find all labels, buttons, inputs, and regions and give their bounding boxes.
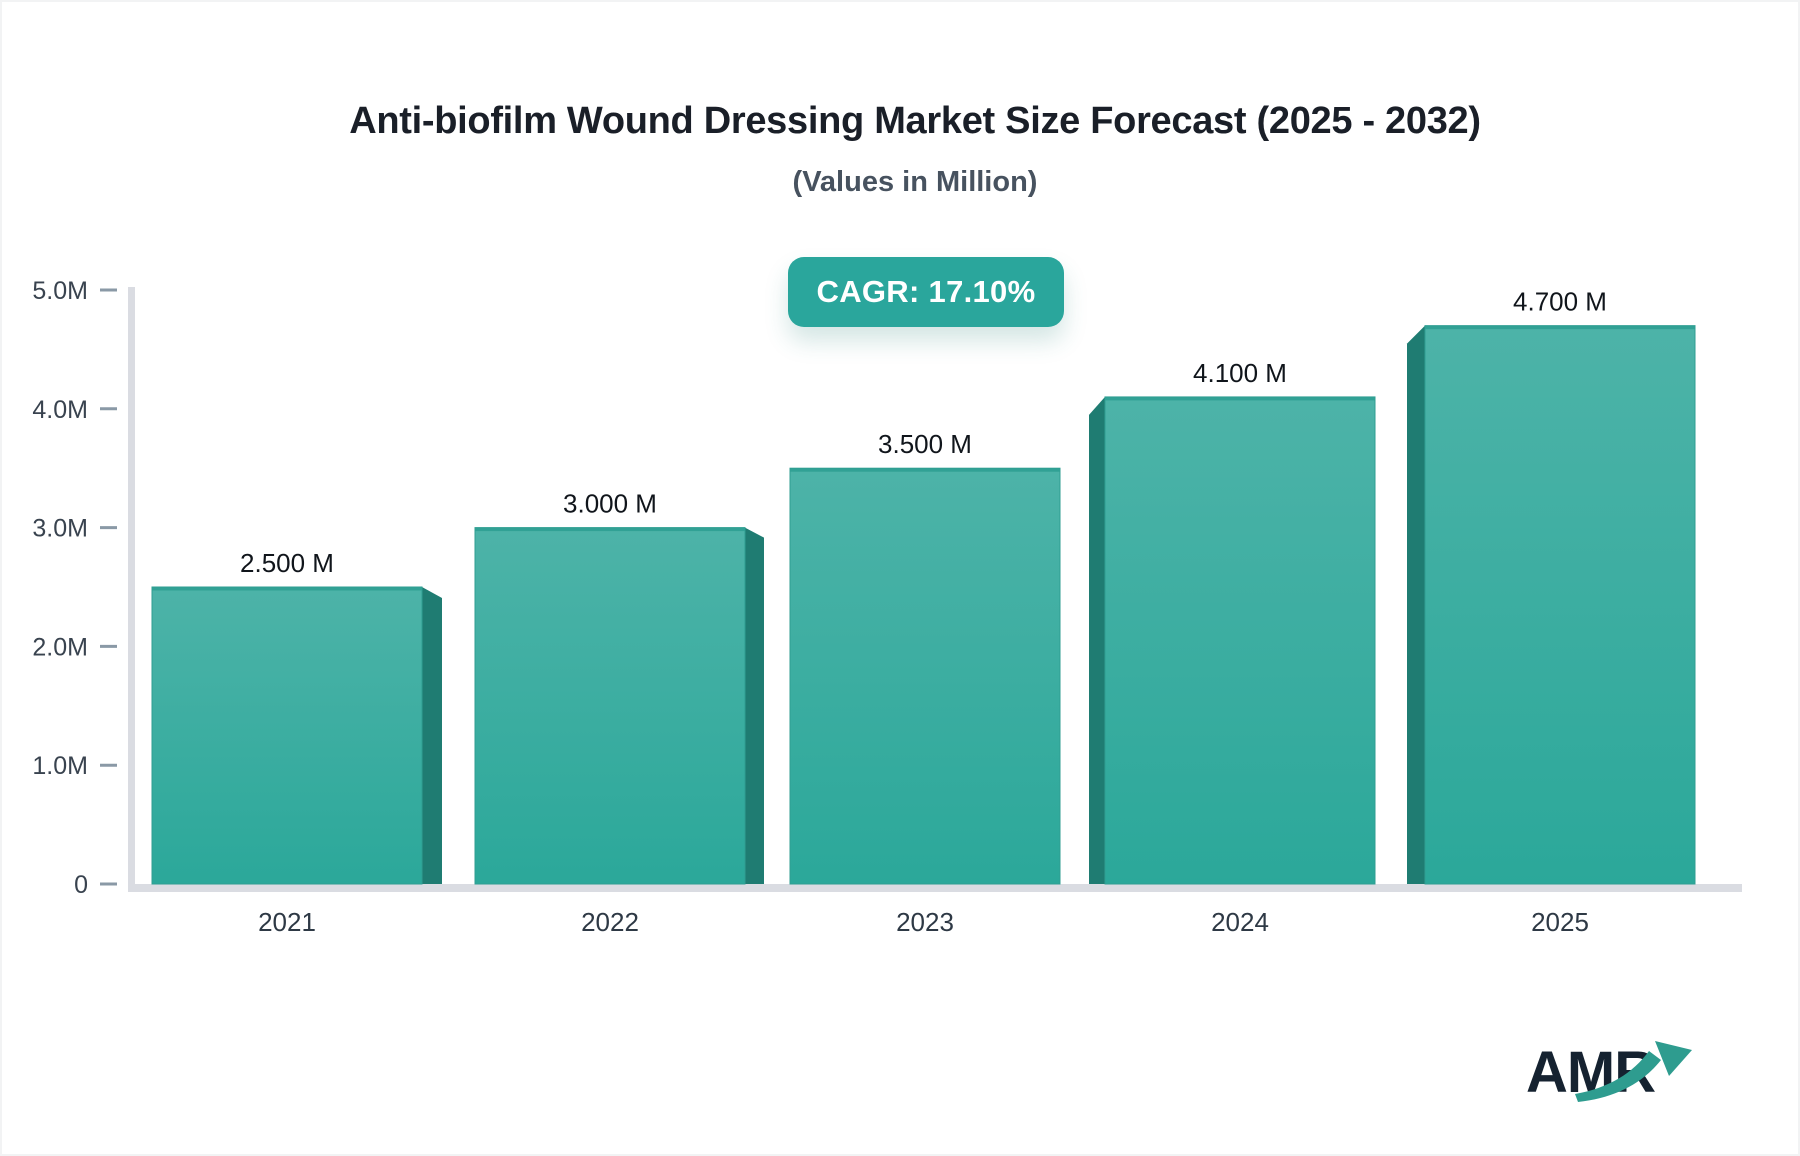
y-axis-label: 2.0M	[32, 633, 88, 661]
bar	[1424, 325, 1696, 885]
y-axis-label: 1.0M	[32, 752, 88, 780]
x-axis-label: 2023	[896, 907, 954, 937]
x-axis-label: 2025	[1531, 907, 1589, 937]
bar-value-label: 2.500 M	[240, 548, 334, 578]
bar-top-edge	[1425, 325, 1695, 330]
bar-value-label: 4.100 M	[1193, 358, 1287, 388]
cagr-badge-label: CAGR: 17.10%	[816, 274, 1036, 309]
page-title: Anti-biofilm Wound Dressing Market Size …	[349, 100, 1481, 142]
bar-side	[1407, 325, 1425, 884]
page-subtitle: (Values in Million)	[792, 166, 1038, 198]
y-axis-line	[128, 287, 135, 892]
logo-arrow-swoosh-icon	[1575, 1051, 1661, 1102]
bar-side	[745, 527, 764, 884]
bar-top-edge	[1105, 396, 1375, 401]
x-axis-label: 2021	[258, 907, 316, 937]
x-axis-label: 2024	[1211, 907, 1269, 937]
bar	[474, 527, 746, 885]
bar-top-edge	[475, 527, 745, 532]
y-axis-label: 3.0M	[32, 515, 88, 543]
cagr-badge: CAGR: 17.10%	[788, 257, 1064, 327]
y-axis-label: 0	[74, 871, 88, 899]
amr-logo-graphic: AMR	[1526, 1040, 1692, 1105]
y-axis-label: 5.0M	[32, 277, 88, 305]
bar-top-edge	[790, 468, 1060, 472]
y-axis-label: 4.0M	[32, 396, 88, 424]
amr-logo: AMR	[1512, 1020, 1722, 1130]
x-axis-line	[128, 884, 1742, 892]
x-axis-label: 2022	[581, 907, 639, 937]
bar-top-edge	[152, 587, 422, 591]
logo-arrowhead-icon	[1655, 1041, 1692, 1076]
bar	[789, 467, 1061, 885]
bar	[151, 586, 423, 885]
bar-value-label: 3.000 M	[563, 489, 657, 519]
bar-side	[1089, 396, 1105, 884]
bar	[1104, 396, 1376, 885]
bar-side	[422, 587, 442, 884]
bar-value-label: 4.700 M	[1513, 287, 1607, 317]
bar-value-label: 3.500 M	[878, 429, 972, 459]
